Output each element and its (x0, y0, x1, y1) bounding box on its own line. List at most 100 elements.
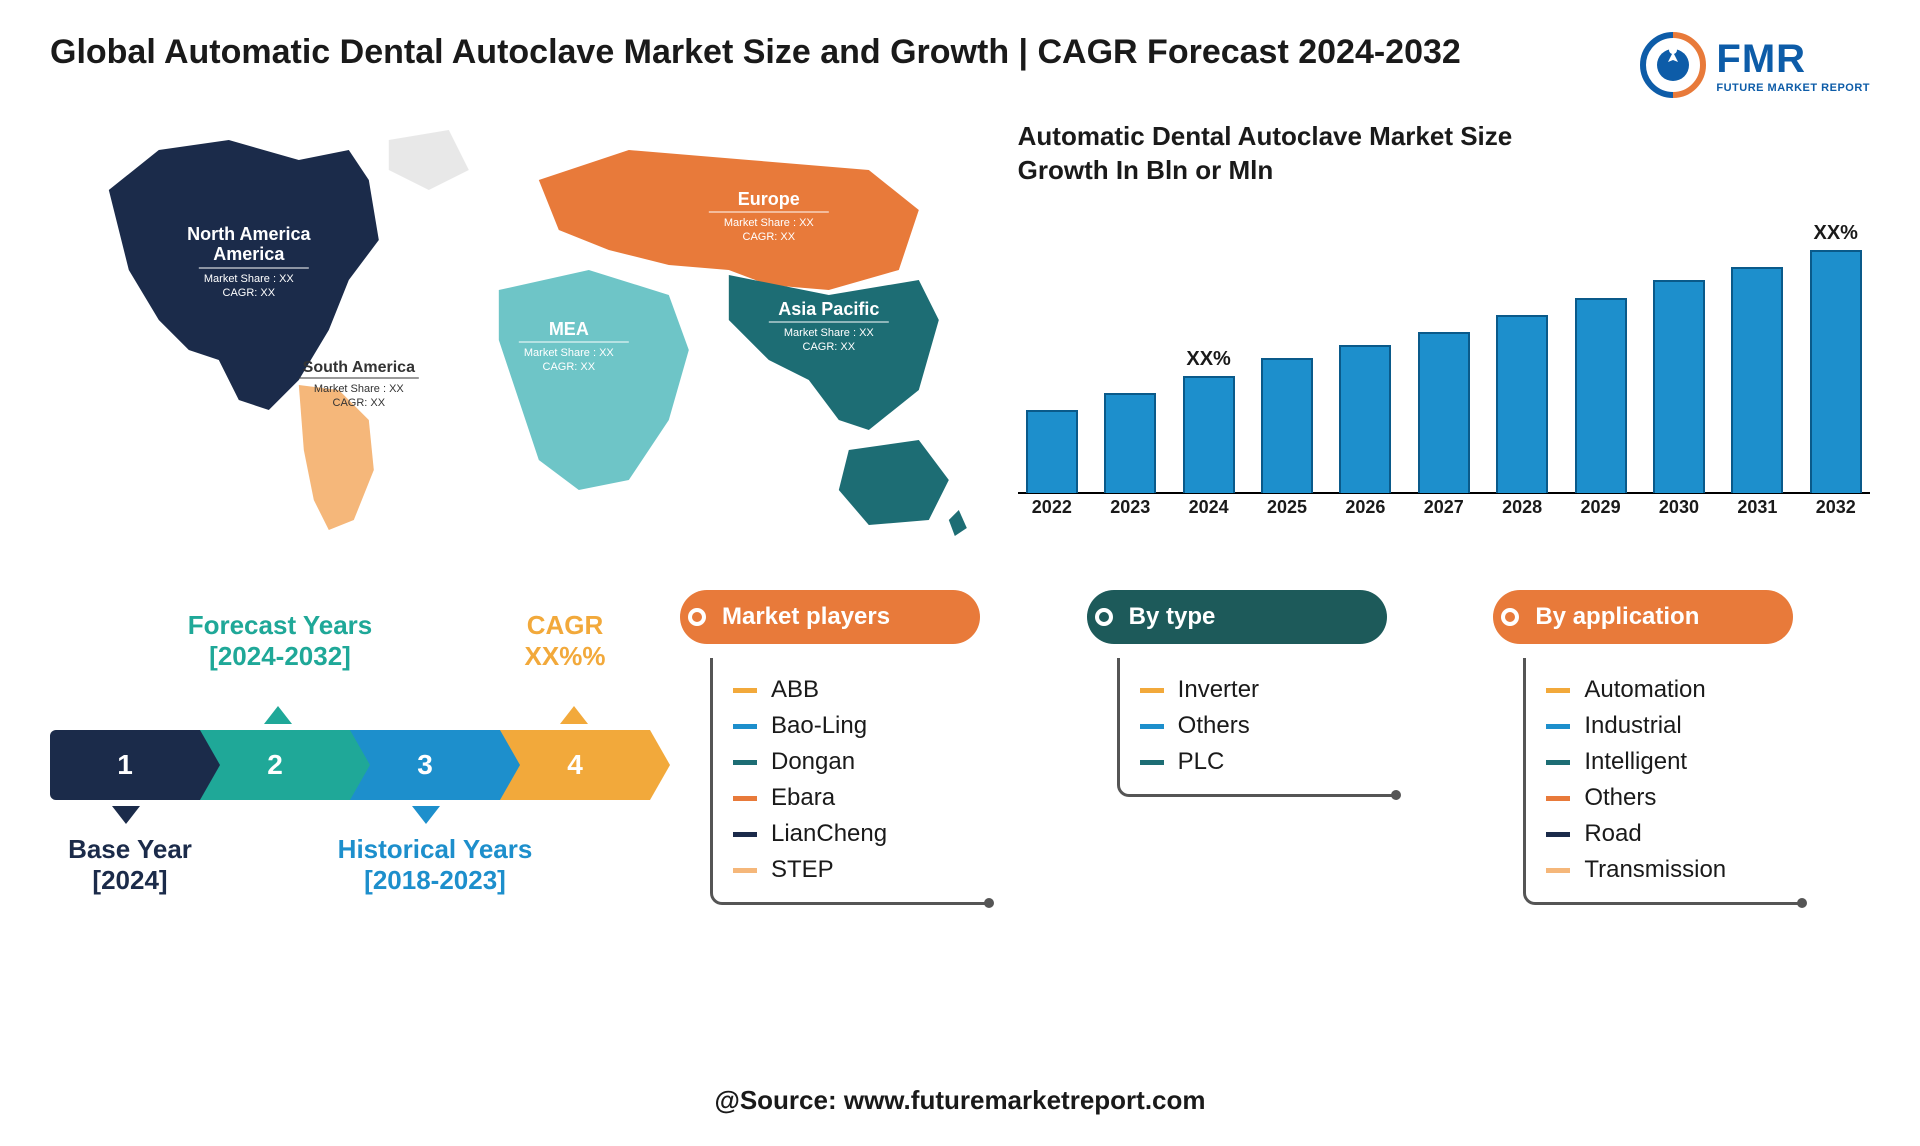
list-item-label: Road (1584, 820, 1641, 848)
svg-text:Market Share : XX: Market Share : XX (724, 217, 815, 229)
fmr-logo: FMR FUTURE MARKET REPORT (1638, 30, 1870, 100)
svg-text:Europe: Europe (738, 189, 800, 209)
bar-2029: 2029 (1566, 298, 1634, 518)
bar-2023: 2023 (1096, 393, 1164, 518)
bar-2022: 2022 (1018, 410, 1086, 517)
list-item-label: ABB (771, 676, 819, 704)
bar-2028: 2028 (1488, 315, 1556, 518)
bar (1026, 410, 1078, 492)
tl-hist-title: Historical Years (320, 834, 550, 865)
svg-text:Market Share : XX: Market Share : XX (314, 383, 405, 395)
region-ap-aus (839, 440, 949, 525)
list-item: Inverter (1140, 672, 1397, 708)
svg-text:CAGR: XX: CAGR: XX (743, 231, 796, 243)
list-item: Bao-Ling (733, 708, 990, 744)
svg-text:North America: North America (187, 224, 311, 244)
market-players-column: Market players ABBBao-LingDonganEbaraLia… (680, 590, 1057, 920)
bar-year-label: 2022 (1032, 497, 1072, 518)
bar-2024: XX%2024 (1174, 376, 1242, 518)
page-title: Global Automatic Dental Autoclave Market… (50, 30, 1461, 74)
dash-icon (1546, 688, 1570, 693)
pill-by-application: By application (1493, 590, 1793, 644)
bar-2027: 2027 (1410, 332, 1478, 517)
list-item-label: Ebara (771, 784, 835, 812)
dash-icon (733, 868, 757, 873)
source-text: @Source: www.futuremarketreport.com (714, 1085, 1205, 1116)
tl-cagr-sub: XX%% (490, 641, 640, 672)
bar-2032: XX%2032 (1802, 250, 1870, 518)
region-greenland (389, 130, 469, 190)
dash-icon (733, 724, 757, 729)
bar-chart-title: Automatic Dental Autoclave Market Size G… (1018, 120, 1518, 188)
list-item: Automation (1546, 672, 1803, 708)
globe-icon (1638, 30, 1708, 100)
list-item-label: PLC (1178, 748, 1225, 776)
bar-2026: 2026 (1331, 345, 1399, 517)
svg-text:Market Share : XX: Market Share : XX (204, 273, 295, 285)
list-item-label: Transmission (1584, 856, 1726, 884)
arrow-up-icon (264, 706, 292, 724)
bar (1575, 298, 1627, 493)
region-mea (499, 270, 689, 490)
list-item-label: Others (1584, 784, 1656, 812)
dash-icon (733, 796, 757, 801)
svg-text:America: America (213, 244, 285, 264)
tl-hist-sub: [2018-2023] (320, 865, 550, 896)
arrow-down-icon (112, 806, 140, 824)
tl-base-sub: [2024] (40, 865, 220, 896)
dash-icon (733, 688, 757, 693)
list-item: Transmission (1546, 852, 1803, 888)
bar (1810, 250, 1862, 493)
list-item: Ebara (733, 780, 990, 816)
bar (1496, 315, 1548, 493)
by-type-column: By type InverterOthersPLC (1087, 590, 1464, 920)
dash-icon (733, 760, 757, 765)
bar-year-label: 2024 (1189, 497, 1229, 518)
logo-sub-text: FUTURE MARKET REPORT (1716, 82, 1870, 94)
list-item: Road (1546, 816, 1803, 852)
svg-text:South America: South America (303, 359, 415, 376)
dash-icon (1140, 688, 1164, 693)
bar (1339, 345, 1391, 492)
bar-2025: 2025 (1253, 358, 1321, 517)
list-item-label: Intelligent (1584, 748, 1687, 776)
pill-label: Market players (722, 603, 890, 631)
timeline-seg-3: 3 (350, 730, 500, 800)
svg-text:CAGR: XX: CAGR: XX (333, 397, 386, 409)
arrow-up-icon (560, 706, 588, 724)
tl-base-title: Base Year (40, 834, 220, 865)
tl-cagr-title: CAGR (490, 610, 640, 641)
bar-year-label: 2025 (1267, 497, 1307, 518)
timeline-seg-1: 1 (50, 730, 200, 800)
bar-annotation: XX% (1813, 222, 1857, 245)
world-map: North America America Market Share : XX … (50, 120, 988, 540)
bar-year-label: 2027 (1424, 497, 1464, 518)
bar-2030: 2030 (1645, 280, 1713, 517)
bar (1104, 393, 1156, 493)
list-item-label: Industrial (1584, 712, 1681, 740)
svg-text:CAGR: XX: CAGR: XX (223, 287, 276, 299)
dash-icon (733, 832, 757, 837)
timeline-seg-2: 2 (200, 730, 350, 800)
list-item-label: Bao-Ling (771, 712, 867, 740)
list-item: LianCheng (733, 816, 990, 852)
dash-icon (1140, 760, 1164, 765)
dash-icon (1546, 724, 1570, 729)
tl-forecast-title: Forecast Years (180, 610, 380, 641)
svg-text:Asia Pacific: Asia Pacific (778, 299, 879, 319)
list-item: ABB (733, 672, 990, 708)
logo-fmr-text: FMR (1716, 37, 1870, 82)
bar-year-label: 2028 (1502, 497, 1542, 518)
list-item: Others (1546, 780, 1803, 816)
svg-text:MEA: MEA (549, 319, 589, 339)
pill-dot-icon (688, 608, 706, 626)
by-application-column: By application Automation Industrial Intel… (1493, 590, 1870, 920)
list-item-label: STEP (771, 856, 834, 884)
dash-icon (1546, 796, 1570, 801)
dash-icon (1546, 832, 1570, 837)
bar (1261, 358, 1313, 492)
bar (1418, 332, 1470, 492)
dash-icon (1140, 724, 1164, 729)
svg-text:Market Share : XX: Market Share : XX (784, 327, 875, 339)
dash-icon (1546, 760, 1570, 765)
